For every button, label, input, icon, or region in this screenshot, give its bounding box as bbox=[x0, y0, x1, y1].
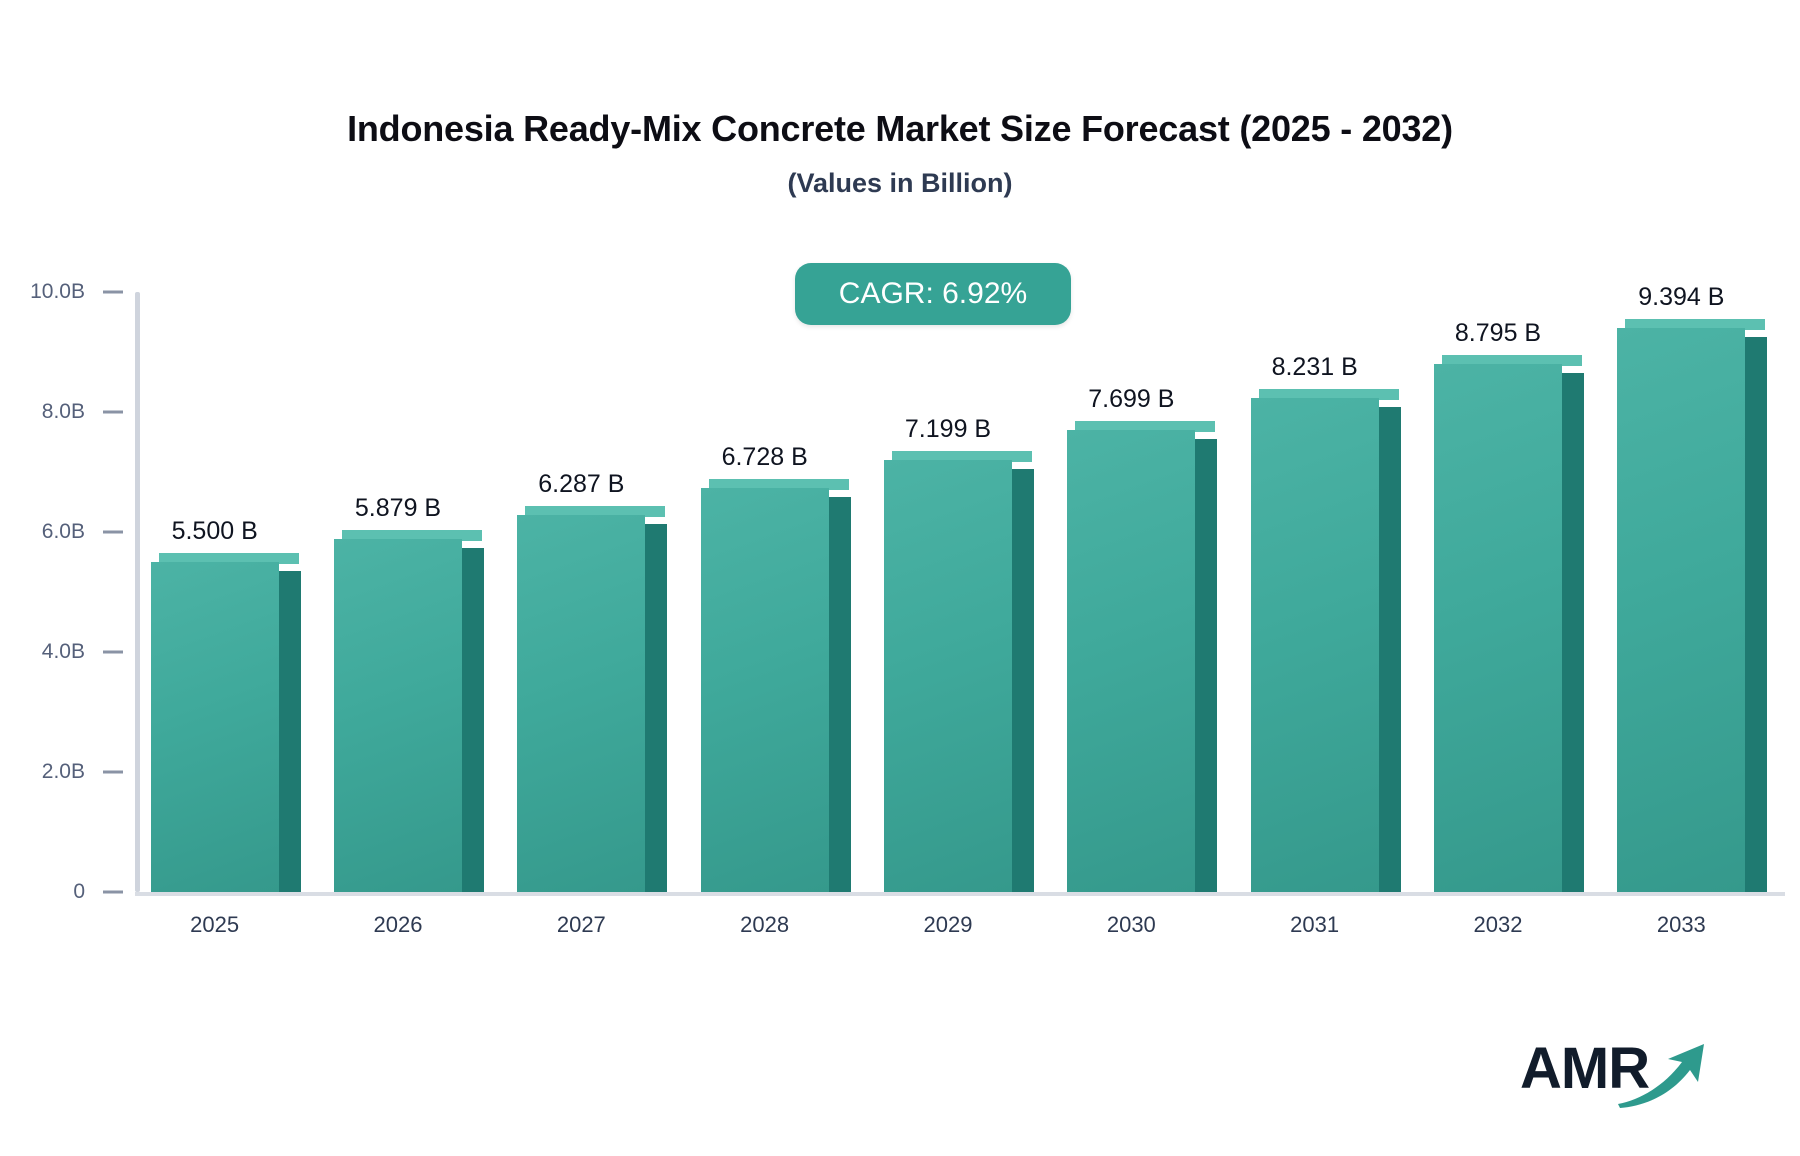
bar-side-face bbox=[278, 571, 301, 892]
bar[interactable]: 6.728 B bbox=[700, 443, 851, 892]
x-axis-line bbox=[135, 892, 1785, 896]
bar-top-face bbox=[342, 530, 482, 542]
bar-front-face bbox=[334, 539, 462, 892]
y-axis-tick bbox=[103, 890, 123, 894]
bar-value-label: 8.795 B bbox=[1454, 319, 1542, 348]
bar-front-face bbox=[700, 488, 829, 892]
bar-value-label: 7.199 B bbox=[904, 415, 992, 444]
bar-front-face bbox=[1067, 430, 1196, 892]
bar-top-face bbox=[892, 451, 1032, 463]
y-axis-tick bbox=[103, 410, 123, 414]
x-axis-label: 2028 bbox=[740, 912, 790, 937]
bar[interactable]: 8.231 B bbox=[1250, 353, 1401, 892]
y-axis-line bbox=[135, 292, 140, 892]
x-axis-label: 2030 bbox=[1106, 912, 1156, 937]
x-axis-label: 2025 bbox=[190, 912, 240, 937]
bar[interactable]: 7.699 B bbox=[1067, 385, 1218, 892]
amr-logo: AMR bbox=[1520, 1038, 1710, 1110]
bar-side-face bbox=[1562, 373, 1584, 892]
y-axis-tick bbox=[103, 290, 123, 294]
bar-top-face bbox=[708, 479, 849, 491]
cagr-badge: CAGR: 6.92% bbox=[795, 263, 1071, 325]
plot-area: 10.0B 8.0B 6.0B 4.0B 2.0B 0 5.500 B 2025 5.879 B… bbox=[30, 280, 1785, 937]
bar-top-face bbox=[1625, 319, 1766, 331]
bar-side-face bbox=[645, 523, 668, 892]
bar-top-face bbox=[1258, 389, 1399, 401]
bar-side-face bbox=[1195, 439, 1218, 892]
bar-side-face bbox=[462, 548, 484, 892]
bar[interactable]: 5.879 B bbox=[334, 494, 484, 892]
x-axis-label: 2033 bbox=[1656, 912, 1706, 937]
bar[interactable]: 7.199 B bbox=[884, 415, 1034, 892]
bar-value-label: 6.728 B bbox=[721, 443, 808, 472]
bar-front-face bbox=[1617, 328, 1746, 892]
bar-value-label: 5.500 B bbox=[171, 517, 258, 545]
bar-top-face bbox=[1442, 355, 1582, 367]
y-axis-tick bbox=[103, 530, 123, 534]
bar-side-face bbox=[1745, 337, 1768, 892]
bar-front-face bbox=[1250, 398, 1379, 892]
bar-value-label: 9.394 B bbox=[1638, 283, 1725, 312]
bar-side-face bbox=[1378, 407, 1401, 892]
bar-side-face bbox=[828, 497, 851, 892]
bar[interactable]: 8.795 B bbox=[1434, 319, 1584, 892]
bar[interactable]: 5.500 B bbox=[150, 517, 301, 892]
bar-side-face bbox=[1012, 469, 1034, 892]
y-axis-tick bbox=[103, 650, 123, 654]
bar-value-label: 5.879 B bbox=[354, 494, 442, 523]
x-axis-label: 2031 bbox=[1290, 912, 1340, 937]
bar[interactable]: 6.287 B bbox=[517, 470, 668, 892]
bar-front-face bbox=[1434, 364, 1562, 892]
bar-value-label: 6.287 B bbox=[538, 469, 625, 498]
bar-value-label: 7.699 B bbox=[1088, 385, 1175, 414]
chart-subtitle: (Values in Billion) bbox=[787, 168, 1013, 198]
growth-arrow-icon bbox=[1618, 1044, 1704, 1108]
y-axis-tick bbox=[103, 770, 123, 774]
x-axis-label: 2032 bbox=[1473, 912, 1523, 937]
bar-top-face bbox=[525, 505, 666, 517]
y-axis-label: 10.0B bbox=[30, 280, 85, 303]
y-axis-label: 4.0B bbox=[41, 640, 85, 663]
x-axis-label: 2027 bbox=[556, 912, 606, 937]
y-axis-label: 0 bbox=[73, 880, 85, 903]
y-axis-label: 6.0B bbox=[41, 520, 85, 543]
bar-top-face bbox=[1075, 421, 1216, 433]
bar-front-face bbox=[884, 460, 1012, 892]
y-axis-label: 8.0B bbox=[41, 400, 85, 423]
bar-top-face bbox=[158, 553, 299, 564]
bar-front-face bbox=[517, 514, 646, 892]
bar-value-label: 8.231 B bbox=[1271, 353, 1358, 382]
x-axis-label: 2026 bbox=[373, 912, 423, 937]
amr-logo-text: AMR bbox=[1520, 1036, 1650, 1101]
bar[interactable]: 9.394 B bbox=[1617, 283, 1768, 892]
chart-title: Indonesia Ready-Mix Concrete Market Size… bbox=[347, 108, 1453, 149]
x-axis-label: 2029 bbox=[923, 912, 973, 937]
y-axis-label: 2.0B bbox=[41, 760, 85, 783]
bar-front-face bbox=[150, 562, 279, 892]
